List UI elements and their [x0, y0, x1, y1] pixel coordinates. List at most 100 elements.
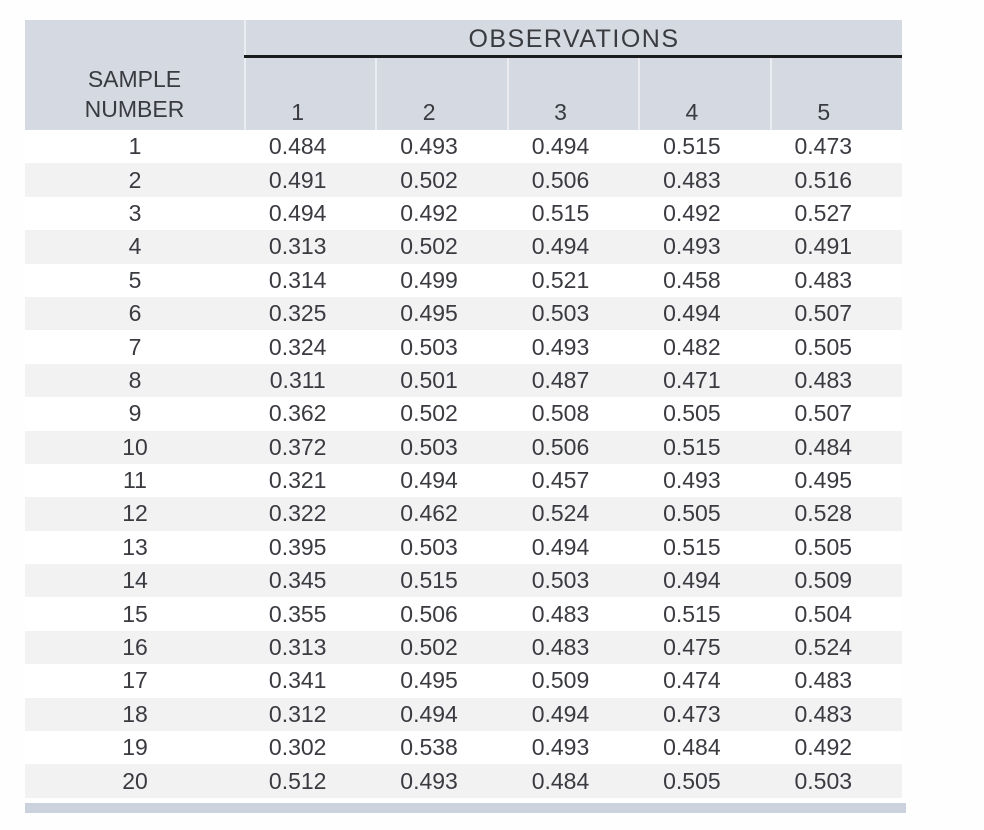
observation-cell: 0.495 — [376, 664, 508, 698]
observation-cell: 0.502 — [376, 230, 508, 264]
header-corner-cell — [25, 20, 245, 57]
sample-number-cell: 1 — [25, 130, 245, 164]
sample-number-header-line1: SAMPLE — [87, 66, 182, 92]
observation-cell: 0.492 — [376, 196, 508, 231]
observation-cell: 0.494 — [507, 697, 640, 732]
table-header: OBSERVATIONS SAMPLE NUMBER 1 2 3 4 5 — [25, 20, 902, 130]
observation-cell: 0.506 — [507, 430, 640, 464]
table-row: 15 0.355 0.506 0.483 0.515 0.504 — [25, 597, 902, 631]
obs-column-header-3: 3 — [506, 56, 640, 130]
observations-group-header: OBSERVATIONS — [244, 20, 902, 58]
observation-cell: 0.355 — [245, 597, 377, 631]
observation-cell: 0.495 — [376, 296, 508, 331]
table-row: 16 0.313 0.502 0.483 0.475 0.524 — [25, 630, 902, 665]
sample-number-cell: 20 — [25, 764, 245, 798]
observation-cell: 0.502 — [376, 163, 508, 197]
observation-cell: 0.484 — [639, 731, 771, 765]
observation-cell: 0.524 — [770, 630, 902, 665]
observation-cell: 0.395 — [245, 530, 377, 565]
observation-cell: 0.483 — [507, 630, 640, 665]
observation-cell: 0.505 — [639, 764, 771, 798]
observation-cell: 0.471 — [639, 363, 771, 398]
observation-cell: 0.527 — [770, 196, 902, 231]
observation-cell: 0.495 — [770, 463, 902, 498]
table-row: 6 0.325 0.495 0.503 0.494 0.507 — [25, 296, 902, 331]
observation-cell: 0.521 — [507, 263, 640, 297]
table-row: 10 0.372 0.503 0.506 0.515 0.484 — [25, 430, 902, 464]
table-row: 20 0.512 0.493 0.484 0.505 0.503 — [25, 764, 902, 798]
table-row: 3 0.494 0.492 0.515 0.492 0.527 — [25, 196, 902, 231]
observation-cell: 0.491 — [770, 230, 902, 264]
observation-cell: 0.538 — [376, 731, 508, 765]
table-row: 9 0.362 0.502 0.508 0.505 0.507 — [25, 397, 902, 431]
observation-cell: 0.528 — [770, 497, 902, 531]
table-row: 4 0.313 0.502 0.494 0.493 0.491 — [25, 230, 902, 264]
observation-cell: 0.515 — [507, 196, 640, 231]
sample-number-cell: 16 — [25, 630, 245, 665]
observation-cell: 0.314 — [245, 263, 377, 297]
observation-cell: 0.484 — [245, 130, 377, 164]
observation-cell: 0.493 — [507, 330, 640, 364]
sample-number-header: SAMPLE NUMBER — [25, 56, 245, 130]
observation-cell: 0.505 — [770, 330, 902, 364]
observation-cell: 0.494 — [639, 296, 771, 331]
observation-cell: 0.501 — [376, 363, 508, 398]
sample-number-cell: 11 — [25, 463, 245, 498]
table-row: 5 0.314 0.499 0.521 0.458 0.483 — [25, 263, 902, 297]
observation-cell: 0.494 — [507, 230, 640, 264]
observation-cell: 0.493 — [376, 764, 508, 798]
obs-column-header-4: 4 — [638, 56, 771, 130]
observation-cell: 0.457 — [507, 463, 640, 498]
observation-cell: 0.494 — [245, 196, 377, 231]
table-row: 18 0.312 0.494 0.494 0.473 0.483 — [25, 697, 902, 732]
table-row: 1 0.484 0.493 0.494 0.515 0.473 — [25, 130, 902, 164]
table-row: 7 0.324 0.503 0.493 0.482 0.505 — [25, 330, 902, 364]
observation-cell: 0.515 — [639, 530, 771, 565]
table-row: 8 0.311 0.501 0.487 0.471 0.483 — [25, 363, 902, 398]
table-row: 12 0.322 0.462 0.524 0.505 0.528 — [25, 497, 902, 531]
sample-number-cell: 3 — [25, 196, 245, 231]
observation-cell: 0.499 — [376, 263, 508, 297]
observation-cell: 0.505 — [639, 397, 771, 431]
observation-cell: 0.484 — [770, 430, 902, 464]
observation-cell: 0.516 — [770, 163, 902, 197]
observation-cell: 0.483 — [770, 664, 902, 698]
observation-cell: 0.484 — [507, 764, 640, 798]
observation-cell: 0.313 — [245, 230, 377, 264]
observation-cell: 0.515 — [376, 564, 508, 598]
observation-cell: 0.503 — [507, 564, 640, 598]
observation-cell: 0.507 — [770, 397, 902, 431]
sample-number-cell: 13 — [25, 530, 245, 565]
observation-cell: 0.502 — [376, 630, 508, 665]
sample-number-cell: 12 — [25, 497, 245, 531]
observation-cell: 0.505 — [639, 497, 771, 531]
observations-table: OBSERVATIONS SAMPLE NUMBER 1 2 3 4 5 1 0.… — [25, 20, 902, 798]
observation-cell: 0.313 — [245, 630, 377, 665]
observation-cell: 0.503 — [376, 530, 508, 565]
sample-number-cell: 5 — [25, 263, 245, 297]
sample-number-cell: 18 — [25, 697, 245, 732]
observation-cell: 0.502 — [376, 397, 508, 431]
sample-number-cell: 9 — [25, 397, 245, 431]
observation-cell: 0.492 — [770, 731, 902, 765]
table-row: 2 0.491 0.502 0.506 0.483 0.516 — [25, 163, 902, 197]
observation-cell: 0.494 — [639, 564, 771, 598]
observation-cell: 0.487 — [507, 363, 640, 398]
observation-cell: 0.474 — [639, 664, 771, 698]
observation-cell: 0.507 — [770, 296, 902, 331]
observation-cell: 0.524 — [507, 497, 640, 531]
observation-cell: 0.515 — [639, 430, 771, 464]
sample-number-cell: 4 — [25, 230, 245, 264]
sample-number-cell: 14 — [25, 564, 245, 598]
observation-cell: 0.512 — [245, 764, 377, 798]
observation-cell: 0.506 — [376, 597, 508, 631]
sample-number-cell: 6 — [25, 296, 245, 331]
observation-cell: 0.483 — [770, 697, 902, 732]
observation-cell: 0.362 — [245, 397, 377, 431]
observation-cell: 0.494 — [376, 463, 508, 498]
observation-cell: 0.509 — [507, 664, 640, 698]
observation-cell: 0.493 — [376, 130, 508, 164]
observation-cell: 0.505 — [770, 530, 902, 565]
observation-cell: 0.503 — [770, 764, 902, 798]
observation-cell: 0.312 — [245, 697, 377, 732]
